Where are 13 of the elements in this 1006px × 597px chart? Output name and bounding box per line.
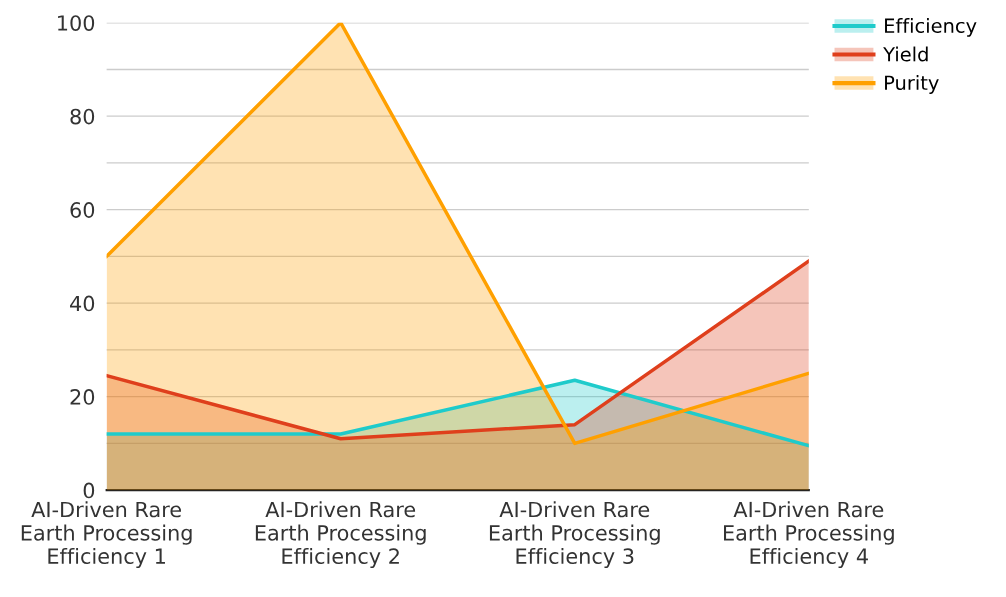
y-tick-label: 60 xyxy=(70,202,95,218)
x-tick-label: AI-Driven Rare Earth Processing Efficiency 4 xyxy=(724,501,894,569)
y-tick-label: 80 xyxy=(70,108,95,125)
y-tick-label: 40 xyxy=(70,295,95,312)
legend-label: Purity xyxy=(885,75,939,94)
y-tick-label: 0 xyxy=(83,482,95,499)
x-tick-label: AI-Driven Rare Earth Processing Efficiency 2 xyxy=(255,501,426,569)
y-tick-label: 20 xyxy=(70,389,95,405)
x-tick-label: AI-Driven Rare Earth Processing Efficiency 3 xyxy=(489,501,660,569)
y-tick-label: 100 xyxy=(58,15,95,31)
x-tick-label: AI-Driven Rare Earth Processing Efficiency 1 xyxy=(21,501,192,569)
legend-label: Efficiency xyxy=(885,17,977,37)
legend-label: Yield xyxy=(883,46,928,62)
